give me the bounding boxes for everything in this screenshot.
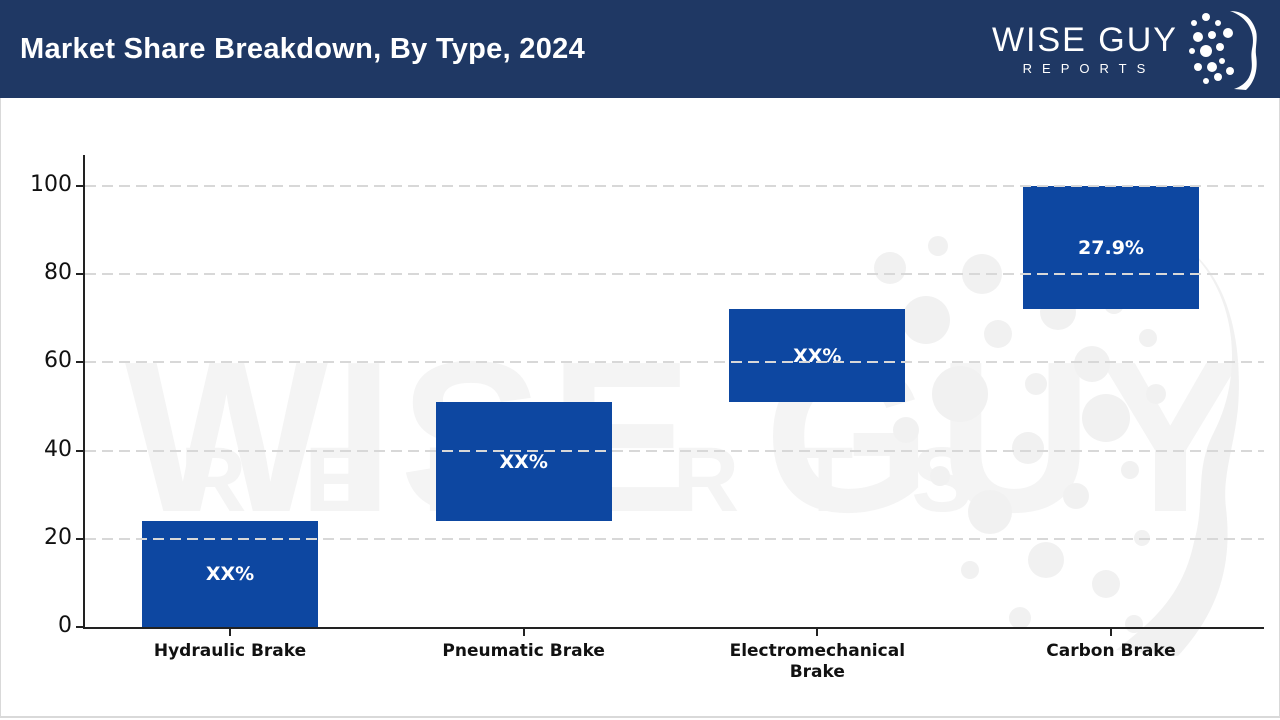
logo-text: WISE GUY REPORTS xyxy=(992,23,1178,75)
y-axis-tick-mark xyxy=(76,273,85,276)
bar-segment: 27.9% xyxy=(1023,186,1199,310)
page-title: Market Share Breakdown, By Type, 2024 xyxy=(20,32,586,65)
y-axis-tick-mark xyxy=(76,185,85,187)
logo-face-icon xyxy=(1189,11,1257,90)
y-axis-tick-mark xyxy=(76,449,85,452)
x-axis-line xyxy=(83,627,1264,629)
gridline xyxy=(85,537,1264,540)
y-axis-tick-label: 0 xyxy=(58,613,72,638)
y-axis-tick-label: 80 xyxy=(44,260,72,286)
page-border-bottom xyxy=(0,716,1280,718)
gridline xyxy=(85,361,1264,364)
category-label: Hydraulic Brake xyxy=(153,641,307,661)
x-axis-tick-mark xyxy=(816,629,819,636)
wise-guy-logo: WISE GUY REPORTS xyxy=(992,0,1262,98)
header-bar: Market Share Breakdown, By Type, 2024 WI… xyxy=(0,0,1280,98)
bar-value-label: XX% xyxy=(205,563,255,586)
bar-value-label: XX% xyxy=(793,344,842,367)
gridline xyxy=(85,449,1264,452)
bar-value-label: 27.9% xyxy=(1078,236,1144,259)
y-axis-tick-label: 40 xyxy=(44,436,72,462)
bar-value-label: XX% xyxy=(499,450,548,473)
category-label: Carbon Brake xyxy=(1046,641,1176,661)
logo-wordmark: WISE GUY xyxy=(991,21,1178,59)
y-axis-tick-mark xyxy=(76,537,85,540)
x-axis-tick-mark xyxy=(229,629,231,636)
y-axis-tick-label: 60 xyxy=(44,348,72,374)
page-border-left xyxy=(0,98,1,718)
x-axis-tick-mark xyxy=(522,629,525,636)
category-label: Electromechanical Brake xyxy=(729,641,906,683)
y-axis-tick-mark xyxy=(76,626,85,628)
x-axis-tick-mark xyxy=(1110,629,1112,636)
bar-segment: XX% xyxy=(729,309,906,403)
gridline xyxy=(85,273,1264,276)
category-label: Pneumatic Brake xyxy=(442,641,605,661)
logo-subtitle: REPORTS xyxy=(1022,61,1156,76)
y-axis-tick-label: 20 xyxy=(44,524,72,550)
y-axis-tick-label: 100 xyxy=(30,172,72,197)
y-axis-line xyxy=(83,155,85,629)
bar-segment: XX% xyxy=(435,402,612,522)
y-axis-tick-mark xyxy=(76,361,85,364)
gridline xyxy=(85,185,1264,187)
